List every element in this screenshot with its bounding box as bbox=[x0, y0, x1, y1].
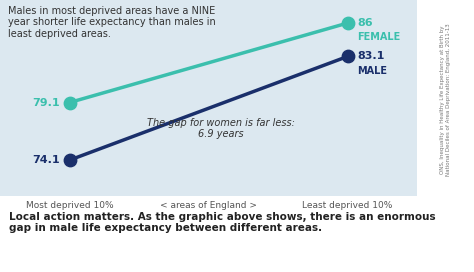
Text: Males in most deprived areas have a NINE
year shorter life expectancy than males: Males in most deprived areas have a NINE… bbox=[9, 6, 216, 39]
Point bbox=[344, 54, 351, 59]
Text: ONS, Inequality in Healthy Life Expectancy at Birth by
National Deciles of Area : ONS, Inequality in Healthy Life Expectan… bbox=[440, 23, 451, 176]
Text: FEMALE: FEMALE bbox=[357, 32, 401, 42]
Point bbox=[66, 100, 73, 105]
Text: MALE: MALE bbox=[357, 66, 387, 76]
Text: Local action matters. As the graphic above shows, there is an enormous
gap in ma: Local action matters. As the graphic abo… bbox=[9, 212, 436, 233]
Text: The gap for women is far less:
6.9 years: The gap for women is far less: 6.9 years bbox=[147, 118, 295, 139]
Text: 79.1: 79.1 bbox=[32, 98, 60, 107]
Point bbox=[344, 21, 351, 25]
Text: 86: 86 bbox=[357, 18, 373, 28]
Text: 83.1: 83.1 bbox=[357, 51, 385, 61]
Point bbox=[66, 158, 73, 162]
Text: 74.1: 74.1 bbox=[32, 155, 60, 165]
